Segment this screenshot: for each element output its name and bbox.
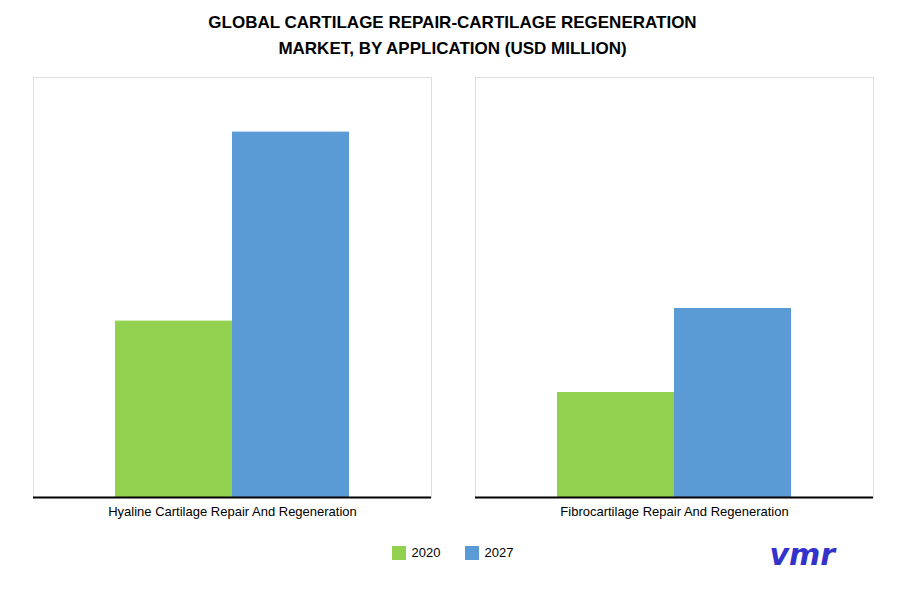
html-text:vmr: vmr <box>769 537 835 572</box>
html-text:2020: 2020 <box>411 545 441 560</box>
html-text:GLOBAL CARTILAGE REPAIR-CARTIL: GLOBAL CARTILAGE REPAIR-CARTILAGE REGENE… <box>208 13 697 58</box>
svg-text:Fibrocartilage Repair And Rege: Fibrocartilage Repair And Regeneration <box>560 504 788 519</box>
html-text:2027: 2027 <box>484 545 514 560</box>
svg-text:Hyaline Cartilage Repair And R: Hyaline Cartilage Repair And Regeneratio… <box>108 504 357 519</box>
